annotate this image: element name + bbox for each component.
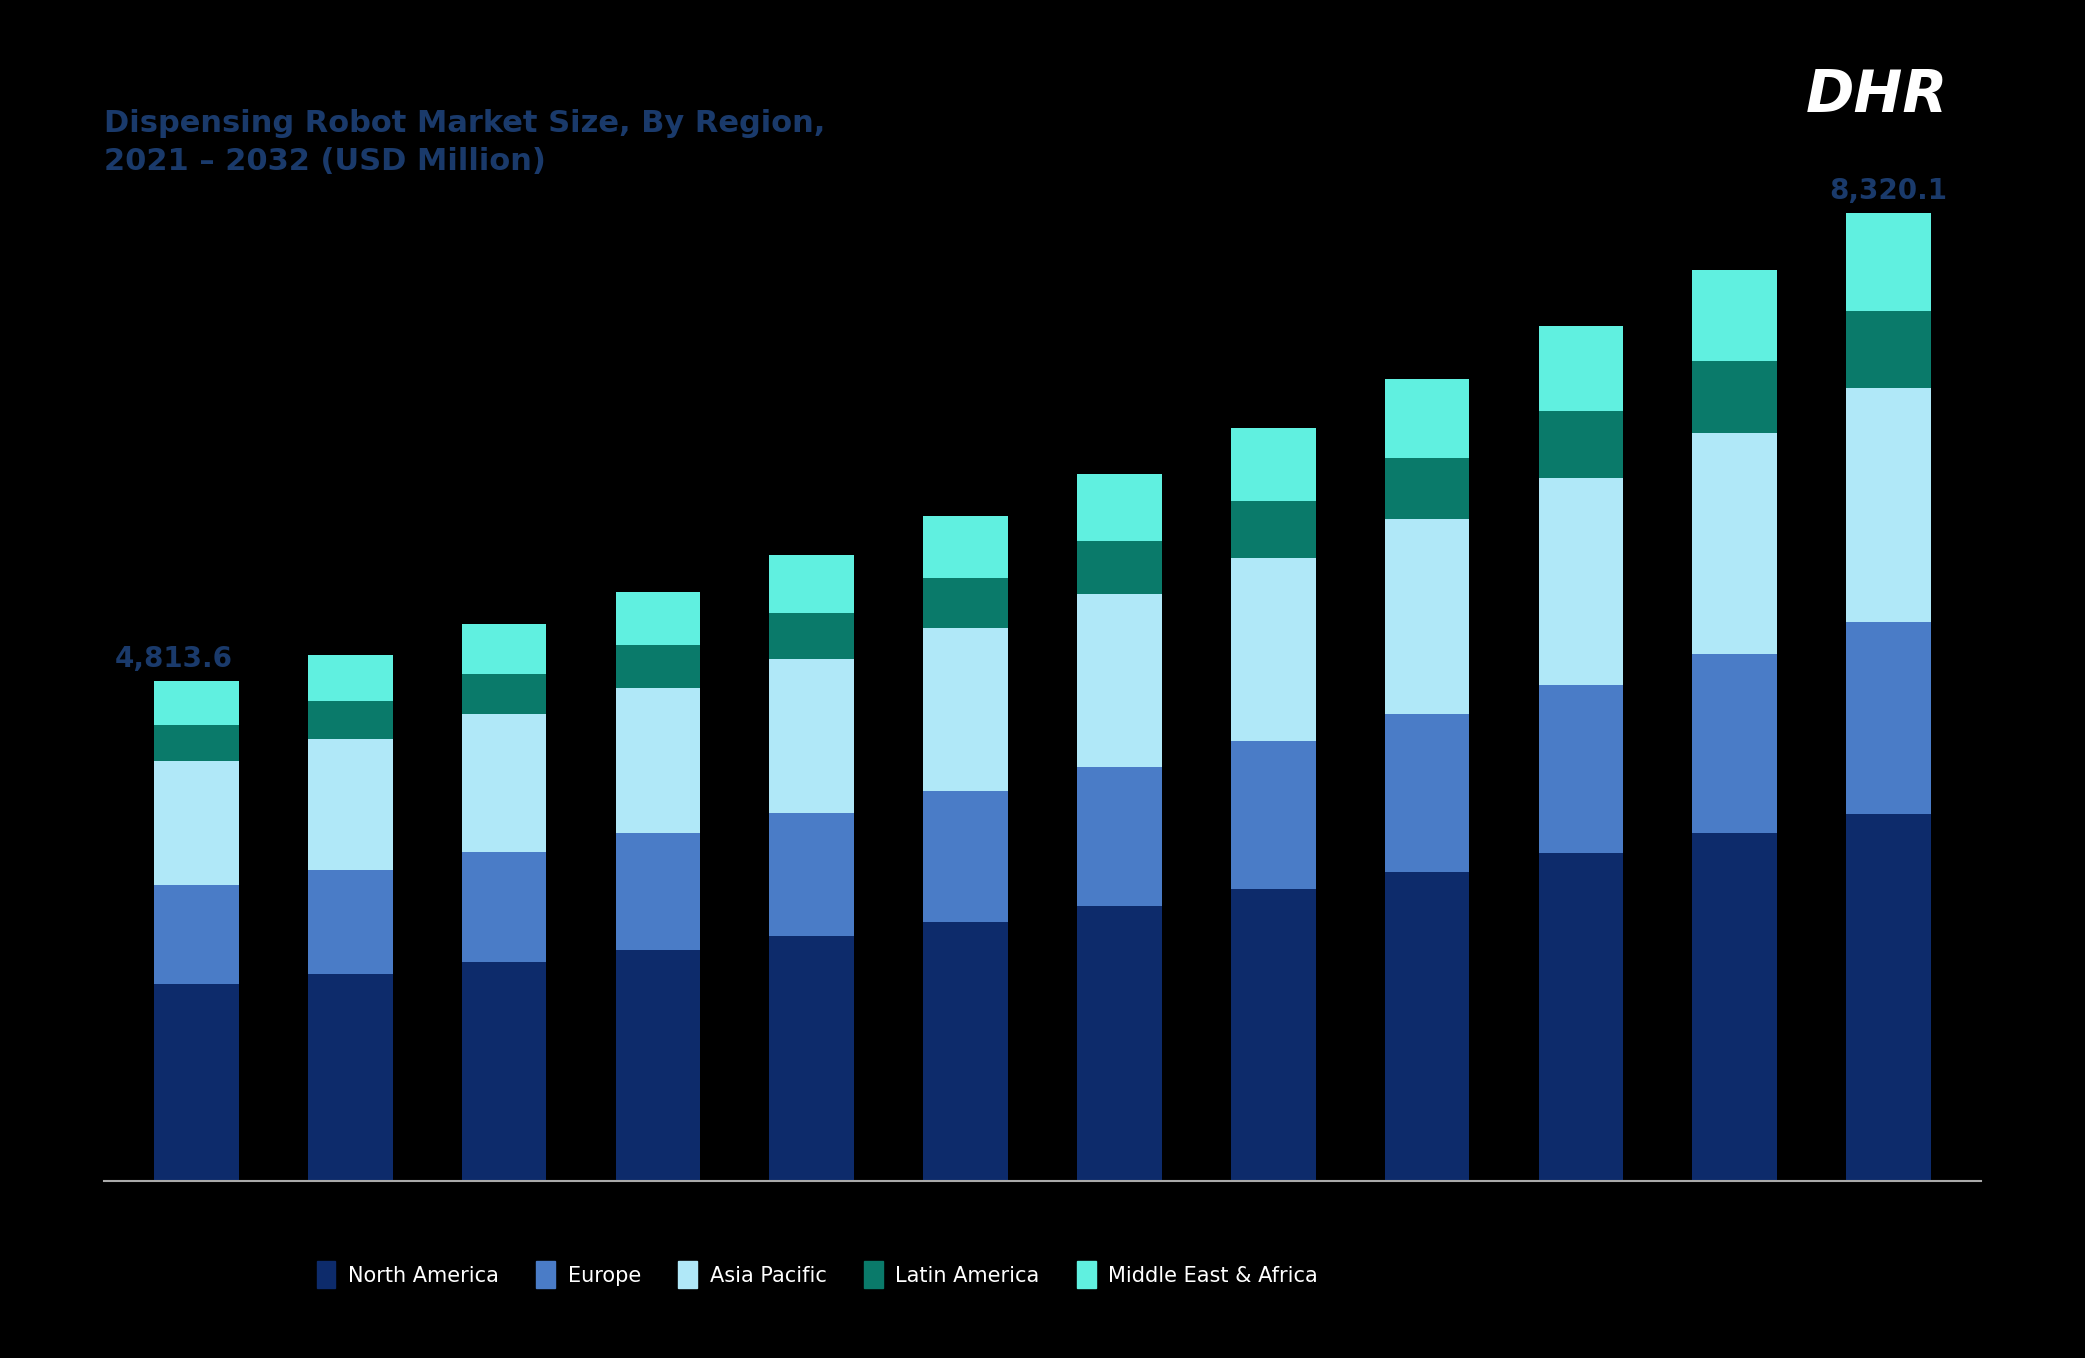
Bar	[1693, 834, 1776, 1181]
Bar	[1230, 558, 1316, 741]
Bar	[1230, 501, 1316, 558]
Bar	[615, 834, 701, 949]
Bar	[154, 885, 240, 985]
Bar	[1845, 213, 1931, 311]
Bar	[769, 812, 855, 936]
Bar	[924, 579, 1007, 627]
Bar	[1384, 458, 1470, 520]
Text: 8,320.1: 8,320.1	[1829, 177, 1947, 205]
Text: Dispensing Robot Market Size, By Region,
2021 – 2032 (USD Million): Dispensing Robot Market Size, By Region,…	[104, 109, 826, 175]
Bar	[1539, 853, 1622, 1181]
Bar	[309, 739, 392, 869]
Bar	[1539, 684, 1622, 853]
Bar	[615, 687, 701, 834]
Bar	[769, 555, 855, 612]
Bar	[1078, 595, 1161, 767]
Text: DHR: DHR	[1806, 67, 1947, 124]
Bar	[924, 922, 1007, 1181]
Bar	[309, 869, 392, 974]
Bar	[1078, 906, 1161, 1181]
Bar	[1230, 741, 1316, 889]
Bar	[1384, 872, 1470, 1181]
Bar	[769, 612, 855, 659]
Bar	[769, 936, 855, 1181]
Bar	[309, 974, 392, 1181]
Bar	[1693, 361, 1776, 433]
Bar	[1539, 326, 1622, 411]
Bar	[1693, 653, 1776, 834]
Bar	[1078, 542, 1161, 595]
Bar	[1845, 622, 1931, 813]
Bar	[924, 516, 1007, 579]
Bar	[1078, 474, 1161, 542]
Bar	[463, 623, 546, 674]
Bar	[309, 701, 392, 739]
Bar	[154, 725, 240, 760]
Bar	[1845, 388, 1931, 622]
Bar	[1384, 520, 1470, 714]
Bar	[309, 655, 392, 701]
Bar	[1384, 714, 1470, 872]
Bar	[924, 790, 1007, 922]
Bar	[154, 760, 240, 885]
Bar	[1693, 270, 1776, 361]
Bar	[1539, 411, 1622, 478]
Bar	[463, 674, 546, 714]
Bar	[1230, 428, 1316, 501]
Bar	[1845, 311, 1931, 388]
Bar	[463, 963, 546, 1181]
Text: 4,813.6: 4,813.6	[115, 645, 231, 672]
Bar	[615, 645, 701, 687]
Bar	[615, 592, 701, 645]
Bar	[1539, 478, 1622, 684]
Bar	[463, 714, 546, 851]
Bar	[1078, 767, 1161, 906]
Bar	[1845, 813, 1931, 1181]
Bar	[615, 949, 701, 1181]
Bar	[769, 659, 855, 812]
Bar	[1693, 433, 1776, 653]
Bar	[1384, 379, 1470, 458]
Bar	[1230, 889, 1316, 1181]
Bar	[463, 851, 546, 963]
Bar	[154, 682, 240, 725]
Bar	[154, 985, 240, 1181]
Bar	[924, 627, 1007, 790]
Legend: North America, Europe, Asia Pacific, Latin America, Middle East & Africa: North America, Europe, Asia Pacific, Lat…	[309, 1253, 1326, 1297]
